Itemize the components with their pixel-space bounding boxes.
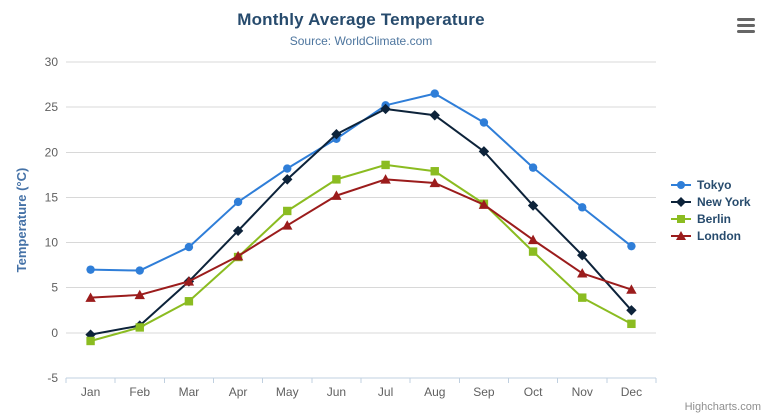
data-point-tokyo[interactable]: [233, 197, 243, 207]
y-axis-label: 15: [45, 190, 59, 204]
series-line-new-york[interactable]: [89, 107, 633, 336]
y-axis-label: 5: [51, 281, 58, 295]
data-point-tokyo[interactable]: [86, 265, 95, 274]
legend-label-tokyo: Tokyo: [697, 177, 732, 192]
x-axis-label: Feb: [129, 385, 150, 399]
series-line-london[interactable]: [89, 178, 633, 299]
hamburger-icon: [737, 29, 755, 33]
data-point-london[interactable]: [232, 250, 244, 261]
data-point-london[interactable]: [429, 177, 440, 188]
data-point-berlin[interactable]: [283, 206, 292, 216]
data-point-london[interactable]: [183, 276, 195, 286]
circle-marker-icon: [671, 180, 691, 189]
triangle-marker-icon: [671, 230, 691, 240]
chart-subtitle: Source: WorldClimate.com: [289, 34, 433, 48]
x-axis-label: Aug: [424, 385, 445, 399]
y-axis-label: 30: [45, 55, 59, 69]
export-menu-button[interactable]: [733, 14, 759, 36]
legend-label-berlin: Berlin: [697, 211, 732, 226]
data-point-london[interactable]: [478, 199, 490, 209]
credits-link[interactable]: Highcharts.com: [684, 401, 761, 413]
data-point-london[interactable]: [331, 190, 342, 200]
data-point-new-york[interactable]: [626, 305, 637, 316]
x-axis-label: Mar: [179, 385, 200, 399]
y-axis-label: 0: [51, 326, 58, 340]
legend-item-new-york[interactable]: New York: [670, 193, 751, 210]
hamburger-icon: [737, 23, 755, 27]
data-point-tokyo[interactable]: [430, 89, 439, 98]
data-point-berlin[interactable]: [332, 175, 341, 184]
x-axis-label: Jul: [378, 385, 393, 399]
data-point-berlin[interactable]: [627, 319, 636, 329]
x-axis-label: Oct: [524, 385, 543, 399]
data-point-london[interactable]: [380, 174, 391, 184]
legend-label-new-york: New York: [697, 194, 751, 209]
x-axis-label: Dec: [621, 385, 642, 399]
data-point-new-york[interactable]: [331, 129, 342, 140]
chart-title: Monthly Average Temperature: [237, 10, 485, 29]
data-point-tokyo[interactable]: [184, 242, 194, 252]
x-axis-label: Jan: [81, 385, 100, 399]
data-point-new-york[interactable]: [478, 146, 490, 157]
legend: Tokyo New York Berlin London: [670, 176, 751, 244]
data-point-new-york[interactable]: [429, 110, 440, 121]
data-point-berlin[interactable]: [184, 297, 194, 306]
y-axis-label: 10: [45, 236, 59, 250]
data-point-berlin[interactable]: [578, 293, 587, 302]
x-axis-label: Apr: [229, 385, 248, 399]
data-point-london[interactable]: [85, 292, 96, 302]
series-line-berlin[interactable]: [89, 163, 633, 342]
y-axis-label: 20: [45, 145, 59, 159]
data-point-london[interactable]: [134, 289, 145, 300]
y-axis-title: Temperature (°C): [14, 168, 29, 273]
legend-item-london[interactable]: London: [670, 227, 751, 244]
data-point-new-york[interactable]: [282, 174, 293, 185]
square-marker-icon: [671, 214, 691, 223]
series-line-tokyo[interactable]: [89, 92, 633, 272]
data-point-tokyo[interactable]: [627, 241, 636, 251]
legend-item-berlin[interactable]: Berlin: [670, 210, 751, 227]
diamond-marker-icon: [671, 196, 691, 207]
data-point-new-york[interactable]: [577, 250, 588, 261]
data-point-london[interactable]: [626, 284, 637, 294]
data-point-tokyo[interactable]: [528, 163, 538, 172]
data-point-tokyo[interactable]: [283, 164, 292, 173]
y-axis-label: 25: [45, 100, 59, 114]
x-axis-label: Nov: [572, 385, 593, 399]
x-axis-label: Jun: [327, 385, 346, 399]
data-point-berlin[interactable]: [528, 247, 538, 256]
data-point-new-york[interactable]: [232, 225, 244, 237]
data-point-tokyo[interactable]: [578, 203, 587, 212]
y-axis-label: -5: [47, 371, 58, 385]
data-point-tokyo[interactable]: [479, 118, 489, 127]
data-point-berlin[interactable]: [381, 160, 390, 170]
data-point-london[interactable]: [577, 268, 588, 278]
legend-label-london: London: [697, 228, 741, 243]
data-point-london[interactable]: [527, 234, 539, 245]
data-point-london[interactable]: [282, 220, 293, 230]
hamburger-icon: [737, 17, 755, 21]
data-point-new-york[interactable]: [380, 103, 391, 115]
data-point-tokyo[interactable]: [135, 266, 144, 275]
x-axis-label: Sep: [473, 385, 495, 399]
data-point-berlin[interactable]: [135, 323, 144, 332]
data-point-berlin[interactable]: [86, 336, 95, 346]
data-point-new-york[interactable]: [527, 200, 539, 211]
x-axis-label: May: [276, 385, 299, 399]
data-point-berlin[interactable]: [430, 167, 439, 176]
legend-item-tokyo[interactable]: Tokyo: [670, 176, 751, 193]
